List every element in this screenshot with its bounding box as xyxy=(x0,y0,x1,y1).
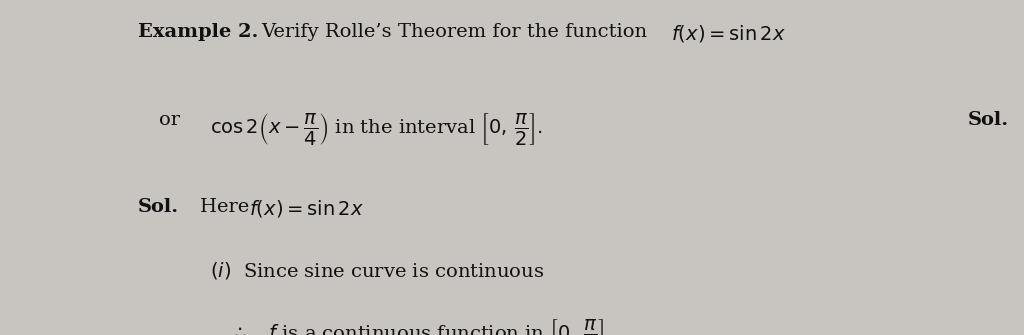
Text: $\cos 2\left(x - \dfrac{\pi}{4}\right)$ in the interval $\left[0,\, \dfrac{\pi}{: $\cos 2\left(x - \dfrac{\pi}{4}\right)$ … xyxy=(210,111,543,146)
Text: $\therefore$   $f$ is a continuous function in $\left[0,\, \dfrac{\pi}{2}\right]: $\therefore$ $f$ is a continuous functio… xyxy=(230,317,605,335)
Text: Here: Here xyxy=(200,198,255,216)
Text: Verify Rolle’s Theorem for the function: Verify Rolle’s Theorem for the function xyxy=(261,23,653,42)
Text: Example 2.: Example 2. xyxy=(138,23,259,42)
Text: $f(x) = \sin 2x$: $f(x) = \sin 2x$ xyxy=(249,198,364,219)
Text: $(i)$  Since sine curve is continuous: $(i)$ Since sine curve is continuous xyxy=(210,260,544,281)
Text: Sol.: Sol. xyxy=(138,198,179,216)
Text: Sol.: Sol. xyxy=(968,111,1009,129)
Text: $f(x) = \sin 2x$: $f(x) = \sin 2x$ xyxy=(671,23,785,45)
Text: or: or xyxy=(159,111,180,129)
